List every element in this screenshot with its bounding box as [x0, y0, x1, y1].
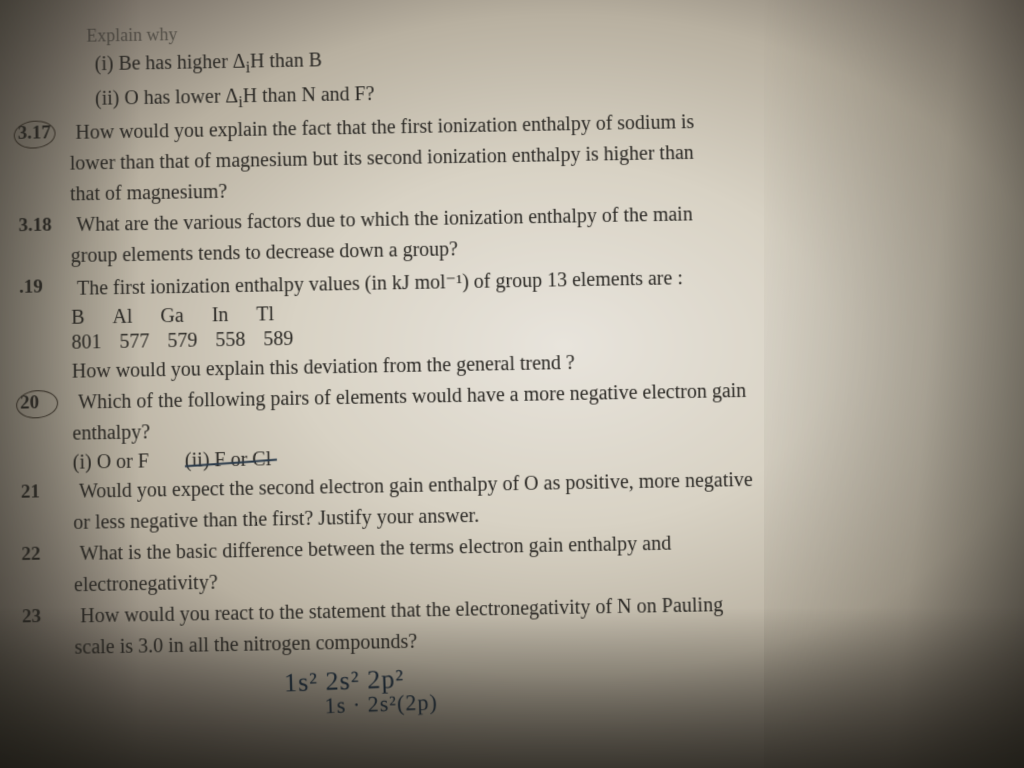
sub-ii-tail: H than N and F?: [243, 83, 375, 107]
tv-tl: 589: [263, 328, 293, 351]
tv-in: 558: [215, 329, 245, 352]
th-in: In: [212, 304, 229, 327]
opt-ii-text: (ii) F or Cl: [185, 449, 272, 473]
textbook-page: Explain why (i) Be has higher ΔiH than B…: [0, 0, 1024, 768]
tv-ga: 579: [167, 330, 197, 353]
tv-al: 577: [119, 331, 149, 354]
q-20-num: 20: [20, 392, 78, 415]
q-21-num: 21: [21, 481, 79, 504]
tv-b: 801: [71, 332, 101, 355]
q-22-num: 22: [21, 543, 79, 566]
th-tl: Tl: [256, 304, 274, 327]
th-b: B: [71, 307, 85, 330]
sub-i-tail: H than B: [250, 50, 322, 73]
th-ga: Ga: [160, 305, 184, 328]
q-319-num: .19: [19, 276, 77, 299]
opt-ii: (ii) F or Cl: [185, 449, 272, 474]
th-al: Al: [112, 306, 132, 329]
q-317-num: 3.17: [18, 122, 76, 145]
q-318-num: 3.18: [18, 215, 76, 238]
q-23-num: 23: [22, 606, 80, 629]
opt-i: (i) O or F: [73, 451, 149, 475]
sub-ii-text: (ii) O has lower Δ: [95, 85, 238, 109]
sub-i-text: (i) Be has higher Δ: [95, 51, 246, 75]
